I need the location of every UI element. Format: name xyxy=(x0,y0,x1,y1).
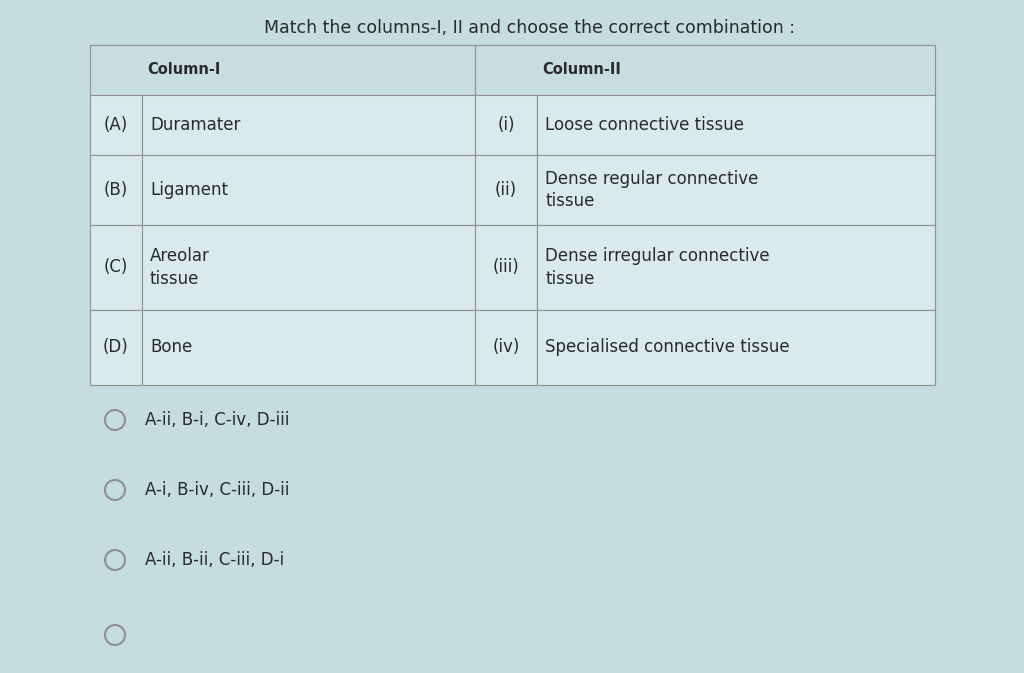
Text: A-i, B-iv, C-iii, D-ii: A-i, B-iv, C-iii, D-ii xyxy=(145,481,290,499)
Text: Areolar
tissue: Areolar tissue xyxy=(150,248,210,287)
Bar xyxy=(142,225,475,310)
Text: Loose connective tissue: Loose connective tissue xyxy=(545,116,744,134)
Text: Duramater: Duramater xyxy=(150,116,241,134)
Bar xyxy=(475,225,537,310)
Bar xyxy=(475,45,935,95)
Bar xyxy=(90,155,142,225)
Text: (A): (A) xyxy=(103,116,128,134)
Text: Column-I: Column-I xyxy=(147,63,220,77)
Bar xyxy=(142,155,475,225)
Bar xyxy=(537,310,935,385)
Text: (C): (C) xyxy=(103,258,128,277)
Text: (ii): (ii) xyxy=(495,181,517,199)
Text: Column-II: Column-II xyxy=(542,63,621,77)
Text: (i): (i) xyxy=(498,116,515,134)
Text: (iv): (iv) xyxy=(493,339,520,357)
Bar xyxy=(90,310,142,385)
Text: Match the columns-I, II and choose the correct combination :: Match the columns-I, II and choose the c… xyxy=(264,19,796,37)
Bar xyxy=(142,310,475,385)
Bar xyxy=(90,45,475,95)
Text: (B): (B) xyxy=(103,181,128,199)
Bar xyxy=(142,95,475,155)
Text: Dense irregular connective
tissue: Dense irregular connective tissue xyxy=(545,248,770,287)
Bar xyxy=(90,225,142,310)
Bar xyxy=(475,155,537,225)
Bar xyxy=(537,95,935,155)
Text: A-ii, B-ii, C-iii, D-i: A-ii, B-ii, C-iii, D-i xyxy=(145,551,284,569)
Bar xyxy=(537,155,935,225)
Text: A-ii, B-i, C-iv, D-iii: A-ii, B-i, C-iv, D-iii xyxy=(145,411,290,429)
Text: Dense regular connective
tissue: Dense regular connective tissue xyxy=(545,170,759,210)
Bar xyxy=(475,95,537,155)
Text: (D): (D) xyxy=(103,339,129,357)
Bar xyxy=(537,225,935,310)
Text: (iii): (iii) xyxy=(493,258,519,277)
Bar xyxy=(475,310,537,385)
Text: Ligament: Ligament xyxy=(150,181,228,199)
Text: Specialised connective tissue: Specialised connective tissue xyxy=(545,339,790,357)
Text: Bone: Bone xyxy=(150,339,193,357)
Bar xyxy=(90,95,142,155)
